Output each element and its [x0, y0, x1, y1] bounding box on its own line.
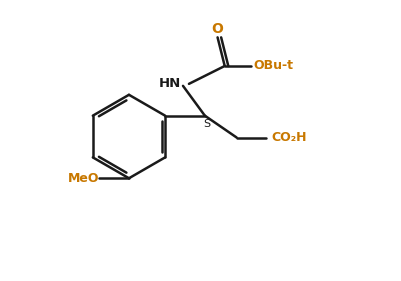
Text: MeO: MeO [68, 172, 100, 185]
Text: OBu-t: OBu-t [253, 59, 294, 72]
Text: CO₂H: CO₂H [272, 131, 307, 144]
Text: O: O [212, 22, 223, 36]
Text: HN: HN [159, 77, 181, 90]
Text: S: S [203, 119, 211, 130]
